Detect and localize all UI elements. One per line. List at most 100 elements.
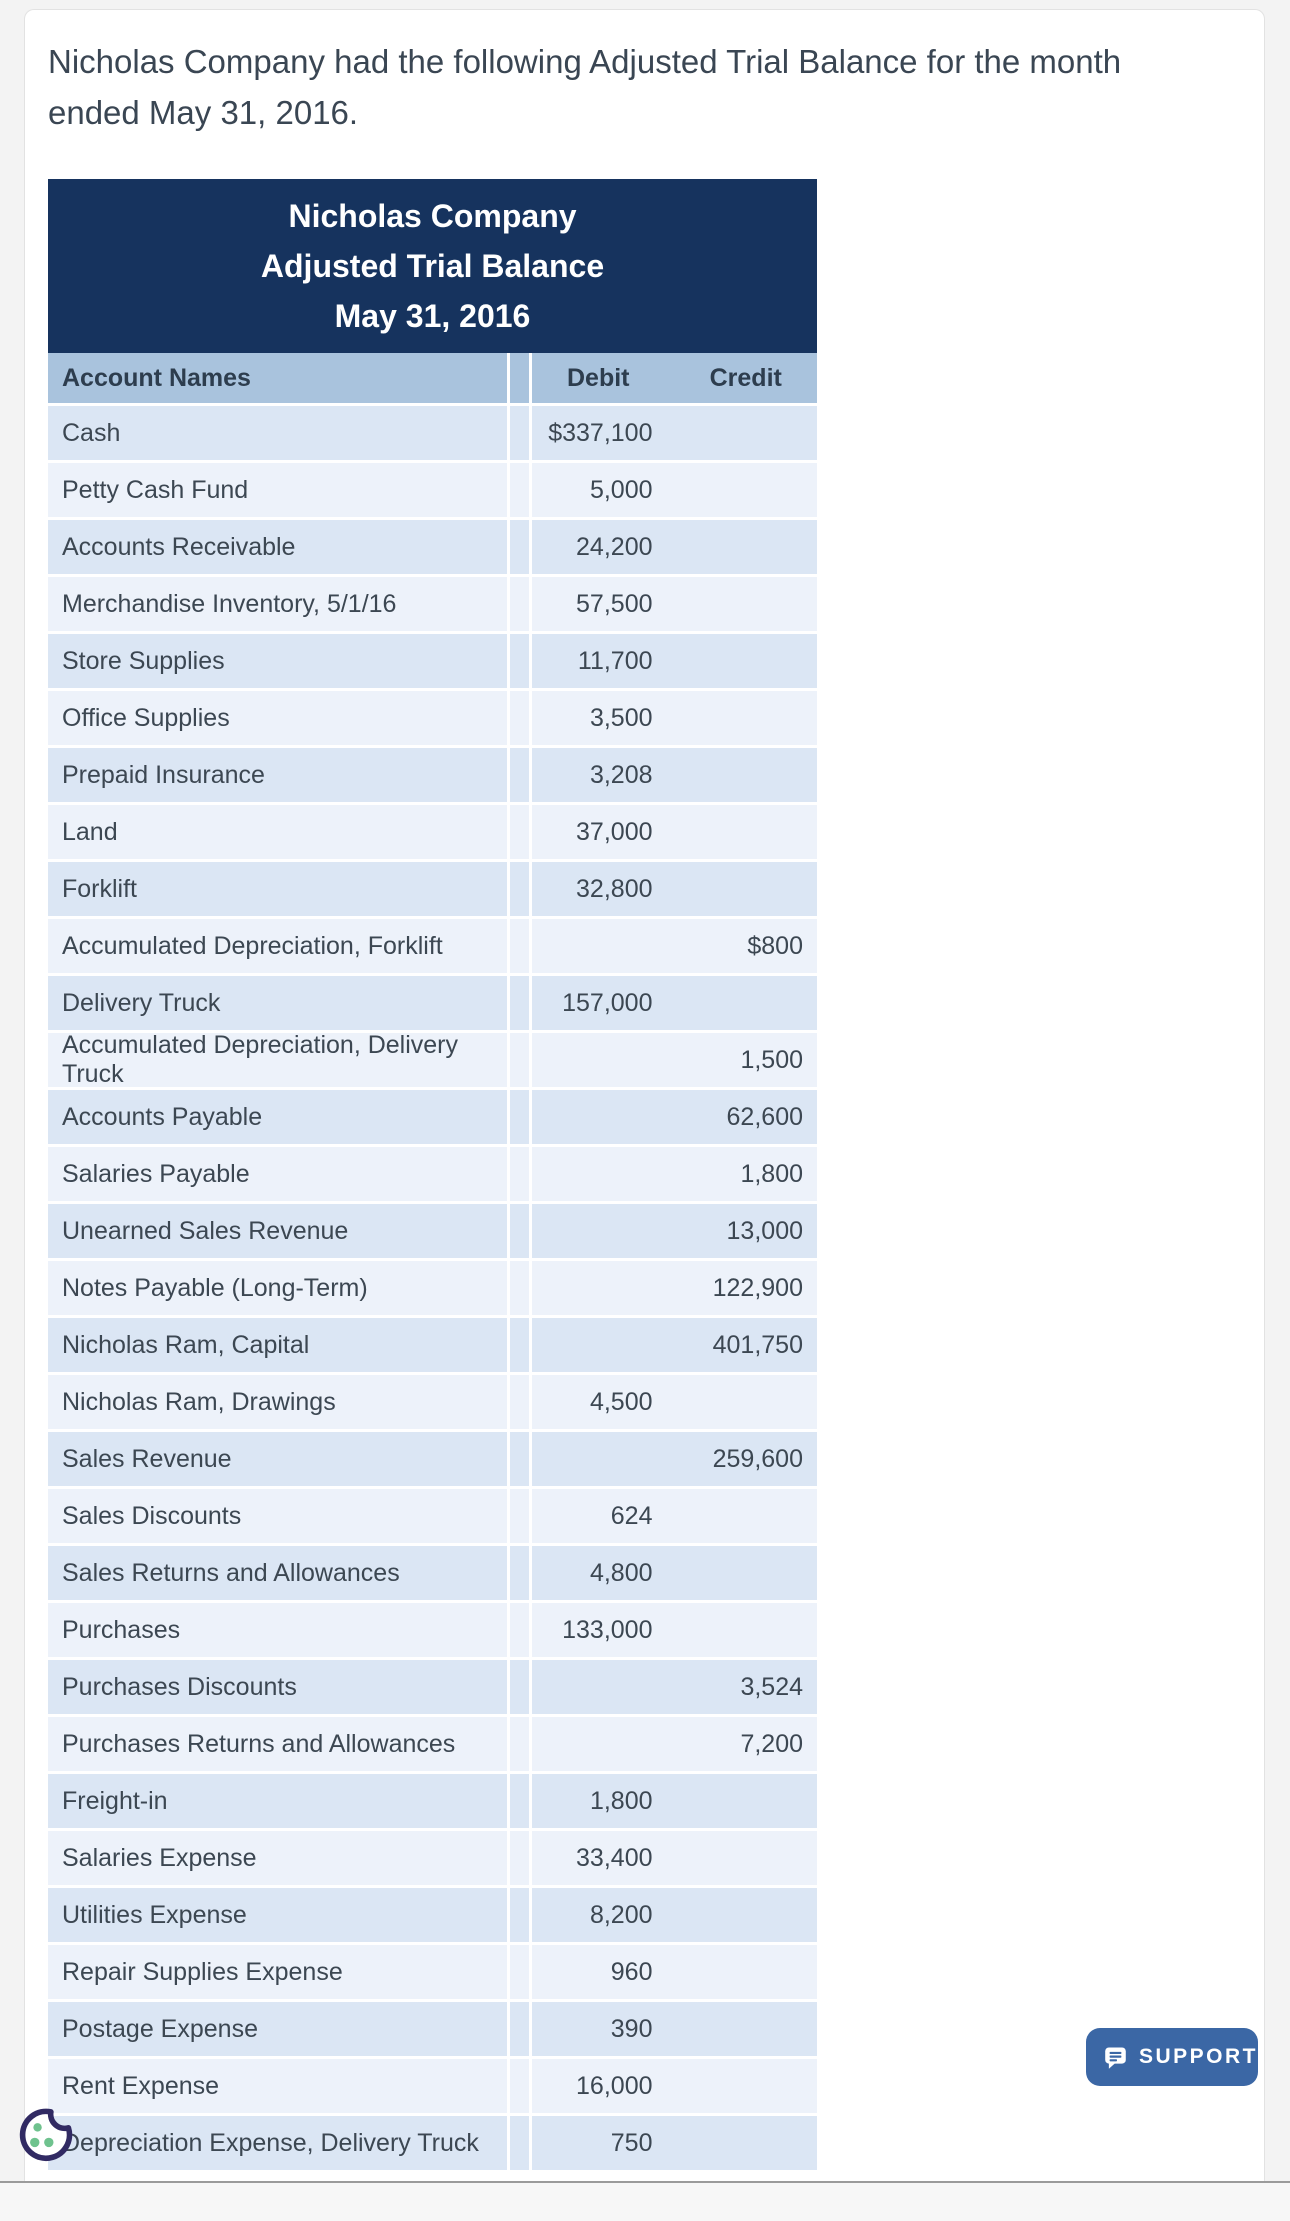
table-row: Notes Payable (Long-Term) 122,900 xyxy=(48,1261,817,1318)
credit-cell: 122,900 xyxy=(712,1273,803,1302)
table-row: Sales Discounts 624 xyxy=(48,1489,817,1546)
debit-cell: 960 xyxy=(610,1957,653,1986)
column-spacer xyxy=(510,1717,532,1771)
account-name-cell: Rent Expense xyxy=(48,2059,510,2113)
account-name-cell: Accumulated Depreciation, Forklift xyxy=(48,919,510,973)
account-name-cell: Purchases Discounts xyxy=(48,1660,510,1714)
column-spacer xyxy=(510,1831,532,1885)
table-row: Prepaid Insurance 3,208 xyxy=(48,748,817,805)
table-row: Store Supplies 11,700 xyxy=(48,634,817,691)
account-name-cell: Cash xyxy=(48,406,510,460)
table-row: Nicholas Ram, Capital 401,750 xyxy=(48,1318,817,1375)
column-header-account-names: Account Names xyxy=(48,353,510,403)
debit-cell: 8,200 xyxy=(589,1900,653,1929)
table-row: Land 37,000 xyxy=(48,805,817,862)
column-spacer xyxy=(510,919,532,973)
credit-cell: 1,800 xyxy=(740,1159,803,1188)
column-spacer xyxy=(510,1546,532,1600)
account-name-cell: Land xyxy=(48,805,510,859)
table-row: Purchases Discounts 3,524 xyxy=(48,1660,817,1717)
account-name-cell: Prepaid Insurance xyxy=(48,748,510,802)
table-row: Petty Cash Fund 5,000 xyxy=(48,463,817,520)
chat-bubble-icon xyxy=(1105,2047,1126,2069)
support-button-label: SUPPORT xyxy=(1138,2045,1258,2068)
debit-cell: 5,000 xyxy=(589,475,653,504)
cookie-icon xyxy=(19,2108,73,2162)
column-spacer xyxy=(510,634,532,688)
cookie-consent-button[interactable] xyxy=(16,2103,76,2163)
column-header-credit: Credit xyxy=(709,363,782,392)
debit-cell: 750 xyxy=(610,2128,653,2157)
column-spacer xyxy=(510,1090,532,1144)
table-row: Accounts Receivable 24,200 xyxy=(48,520,817,577)
table-row: Postage Expense 390 xyxy=(48,2002,817,2059)
table-title-date: May 31, 2016 xyxy=(334,298,531,334)
table-row: Delivery Truck 157,000 xyxy=(48,976,817,1033)
account-name-cell: Sales Returns and Allowances xyxy=(48,1546,510,1600)
credit-cell: 3,524 xyxy=(740,1672,803,1701)
debit-cell: 133,000 xyxy=(562,1615,653,1644)
intro-text: Nicholas Company had the following Adjus… xyxy=(48,43,1122,131)
account-name-cell: Salaries Payable xyxy=(48,1147,510,1201)
account-name-cell: Merchandise Inventory, 5/1/16 xyxy=(48,577,510,631)
page-bottom-area xyxy=(0,2183,1290,2221)
debit-cell: 1,800 xyxy=(589,1786,653,1815)
column-spacer xyxy=(510,1489,532,1543)
account-name-cell: Nicholas Ram, Capital xyxy=(48,1318,510,1372)
account-name-cell: Accounts Payable xyxy=(48,1090,510,1144)
column-spacer xyxy=(510,577,532,631)
debit-cell: 390 xyxy=(610,2014,653,2043)
account-name-cell: Notes Payable (Long-Term) xyxy=(48,1261,510,1315)
table-row: Sales Revenue 259,600 xyxy=(48,1432,817,1489)
section-divider xyxy=(0,2181,1290,2183)
account-name-cell: Sales Revenue xyxy=(48,1432,510,1486)
account-name-cell: Purchases Returns and Allowances xyxy=(48,1717,510,1771)
column-spacer xyxy=(510,1660,532,1714)
credit-cell: 401,750 xyxy=(712,1330,803,1359)
account-name-cell: Accumulated Depreciation, Delivery Truck xyxy=(48,1031,510,1088)
column-spacer xyxy=(510,1774,532,1828)
table-row: Rent Expense 16,000 xyxy=(48,2059,817,2116)
debit-cell: 11,700 xyxy=(577,646,653,675)
column-spacer xyxy=(510,2059,532,2113)
debit-cell: 3,208 xyxy=(589,760,653,789)
column-spacer xyxy=(510,1261,532,1315)
credit-cell: 1,500 xyxy=(740,1045,803,1074)
account-name-cell: Utilities Expense xyxy=(48,1888,510,1942)
debit-cell: 57,500 xyxy=(576,589,653,618)
table-row: Office Supplies 3,500 xyxy=(48,691,817,748)
table-row: Freight-in 1,800 xyxy=(48,1774,817,1831)
column-spacer xyxy=(510,748,532,802)
table-row: Nicholas Ram, Drawings 4,500 xyxy=(48,1375,817,1432)
column-header-debit: Debit xyxy=(567,363,630,392)
account-name-cell: Purchases xyxy=(48,1603,510,1657)
table-title-report: Adjusted Trial Balance xyxy=(260,248,605,284)
table-title-company: Nicholas Company xyxy=(288,198,577,234)
account-name-cell: Nicholas Ram, Drawings xyxy=(48,1375,510,1429)
table-row: Utilities Expense 8,200 xyxy=(48,1888,817,1945)
content-card: Nicholas Company had the following Adjus… xyxy=(24,9,1265,2181)
column-spacer xyxy=(510,1318,532,1372)
table-row: Accumulated Depreciation, Delivery Truck… xyxy=(48,1031,817,1090)
debit-cell: 4,800 xyxy=(589,1558,653,1587)
table-row: Merchandise Inventory, 5/1/16 57,500 xyxy=(48,577,817,634)
debit-cell: 32,800 xyxy=(576,874,653,903)
debit-cell: 33,400 xyxy=(576,1843,653,1872)
support-button[interactable]: SUPPORT xyxy=(1086,2028,1258,2086)
column-spacer xyxy=(510,976,532,1030)
account-name-cell: Petty Cash Fund xyxy=(48,463,510,517)
table-row: Salaries Payable 1,800 xyxy=(48,1147,817,1204)
account-name-cell: Unearned Sales Revenue xyxy=(48,1204,510,1258)
column-spacer xyxy=(510,1204,532,1258)
account-name-cell: Sales Discounts xyxy=(48,1489,510,1543)
debit-cell: 16,000 xyxy=(576,2071,653,2100)
credit-cell: 259,600 xyxy=(712,1444,803,1473)
column-spacer xyxy=(510,1147,532,1201)
account-name-cell: Delivery Truck xyxy=(48,976,510,1030)
account-name-cell: Office Supplies xyxy=(48,691,510,745)
column-spacer xyxy=(510,1375,532,1429)
table-row: Depreciation Expense, Delivery Truck 750 xyxy=(48,2116,817,2173)
credit-cell: 62,600 xyxy=(726,1102,803,1131)
credit-cell: $800 xyxy=(747,931,803,960)
table-header-row: Account Names Debit Credit xyxy=(48,353,817,406)
